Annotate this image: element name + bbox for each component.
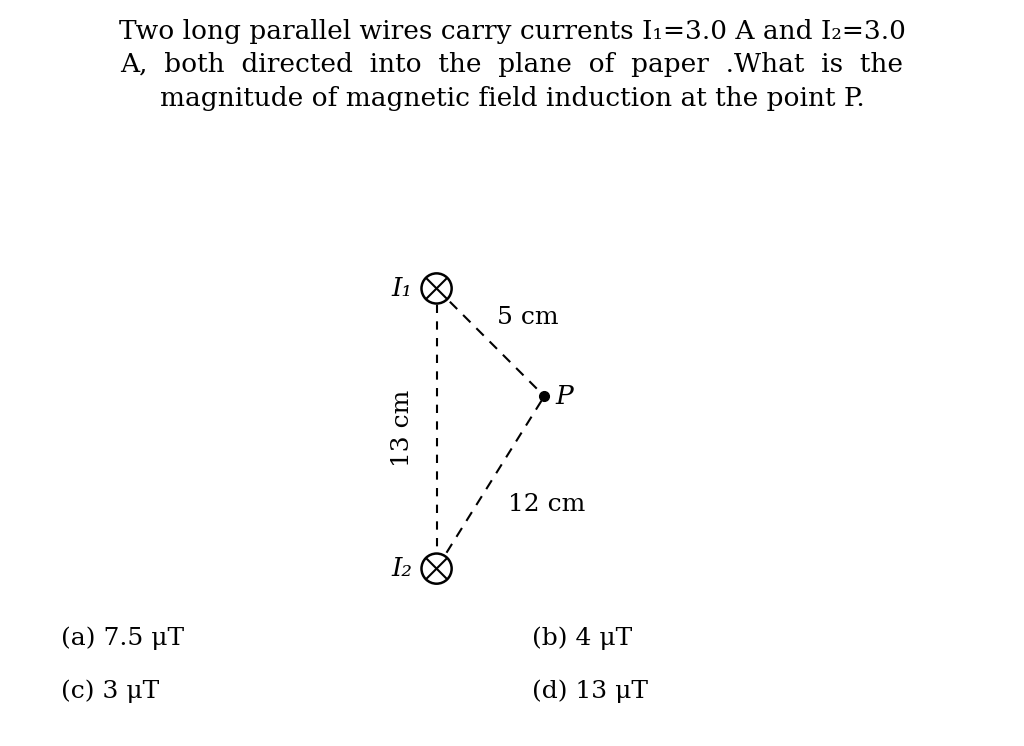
Text: 5 cm: 5 cm — [497, 307, 558, 330]
Text: I₂: I₂ — [392, 556, 413, 581]
Text: 12 cm: 12 cm — [508, 493, 585, 516]
Text: magnitude of magnetic field induction at the point P.: magnitude of magnetic field induction at… — [160, 86, 864, 111]
Circle shape — [422, 554, 452, 583]
Text: 13 cm: 13 cm — [390, 390, 414, 467]
Text: A,  both  directed  into  the  plane  of  paper  .What  is  the: A, both directed into the plane of paper… — [121, 52, 903, 78]
Text: (b) 4 μT: (b) 4 μT — [532, 627, 633, 651]
Text: (c) 3 μT: (c) 3 μT — [61, 679, 160, 703]
Text: (a) 7.5 μT: (a) 7.5 μT — [61, 627, 184, 651]
Text: P: P — [555, 383, 572, 409]
Text: I₁: I₁ — [392, 276, 413, 301]
Circle shape — [422, 273, 452, 304]
Text: (d) 13 μT: (d) 13 μT — [532, 679, 648, 703]
Text: Two long parallel wires carry currents I₁=3.0 A and I₂=3.0: Two long parallel wires carry currents I… — [119, 19, 905, 44]
